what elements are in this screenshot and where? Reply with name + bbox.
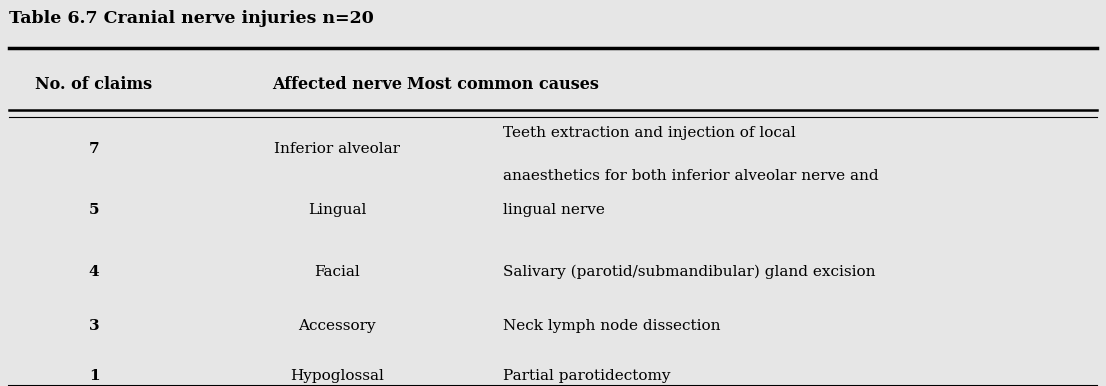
Text: 1: 1 <box>88 369 100 383</box>
Text: 4: 4 <box>88 265 100 279</box>
Text: Lingual: Lingual <box>309 203 366 217</box>
Text: Teeth extraction and injection of local: Teeth extraction and injection of local <box>503 126 796 140</box>
Text: Inferior alveolar: Inferior alveolar <box>274 142 400 156</box>
Text: Hypoglossal: Hypoglossal <box>291 369 384 383</box>
Text: 5: 5 <box>88 203 100 217</box>
Text: Neck lymph node dissection: Neck lymph node dissection <box>503 319 721 333</box>
Text: Accessory: Accessory <box>299 319 376 333</box>
Text: Salivary (parotid/submandibular) gland excision: Salivary (parotid/submandibular) gland e… <box>503 265 876 279</box>
Text: anaesthetics for both inferior alveolar nerve and: anaesthetics for both inferior alveolar … <box>503 169 879 183</box>
Text: No. of claims: No. of claims <box>35 76 153 93</box>
Text: 7: 7 <box>88 142 100 156</box>
Text: Most common causes: Most common causes <box>407 76 599 93</box>
Text: Affected nerve: Affected nerve <box>272 76 403 93</box>
Text: 3: 3 <box>88 319 100 333</box>
Text: Partial parotidectomy: Partial parotidectomy <box>503 369 670 383</box>
Text: Facial: Facial <box>314 265 361 279</box>
Text: lingual nerve: lingual nerve <box>503 203 605 217</box>
Text: Table 6.7 Cranial nerve injuries n=20: Table 6.7 Cranial nerve injuries n=20 <box>9 10 374 27</box>
